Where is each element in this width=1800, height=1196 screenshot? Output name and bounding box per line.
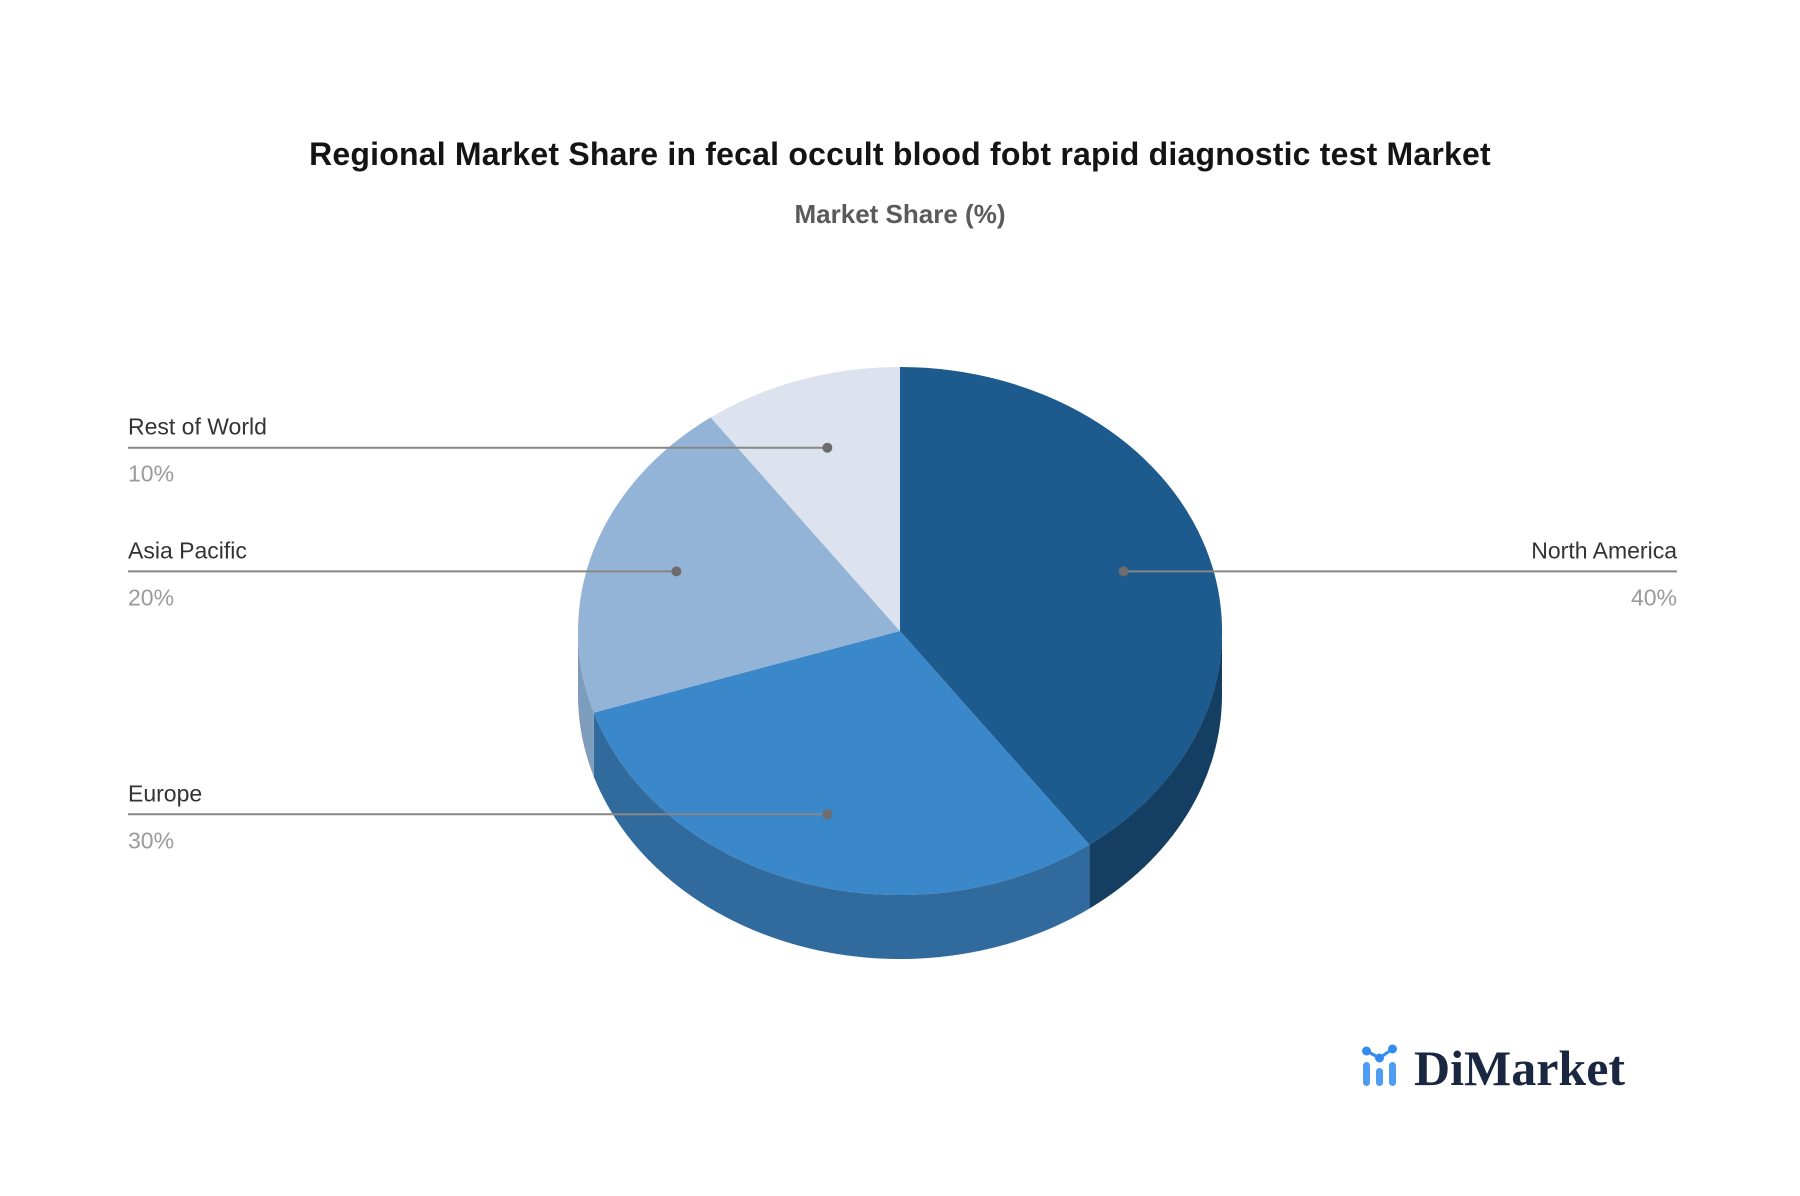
callout-dot-north-america — [1118, 566, 1129, 577]
pie-slice-side-asia-pacific — [578, 631, 594, 777]
logo-wordmark: DiMarket — [1414, 1040, 1626, 1096]
pie-slice-side-europe — [593, 712, 1090, 960]
dimarket-logo: DiMarket — [1354, 1040, 1626, 1096]
slice-percent-rest-of-world: 10% — [128, 461, 174, 487]
pie-slice-north-america[interactable] — [900, 366, 1223, 845]
callout-dot-rest-of-world — [822, 442, 833, 453]
pie-slice-side-north-america — [1089, 631, 1222, 909]
slice-label-north-america: North America — [1531, 537, 1677, 563]
slice-percent-asia-pacific: 20% — [128, 584, 174, 610]
pie-slice-asia-pacific[interactable] — [578, 417, 900, 713]
callout-dot-asia-pacific — [671, 566, 682, 577]
chart-subtitle: Market Share (%) — [794, 199, 1006, 229]
chart-title: Regional Market Share in fecal occult bl… — [309, 136, 1491, 172]
pie-slice-rest-of-world[interactable] — [710, 367, 900, 631]
pie-slice-europe[interactable] — [593, 631, 1090, 896]
callout-dot-europe — [822, 809, 833, 820]
slice-label-rest-of-world: Rest of World — [128, 414, 267, 440]
slice-label-asia-pacific: Asia Pacific — [128, 537, 247, 563]
slice-percent-europe: 30% — [128, 827, 174, 853]
bar-line-chart-icon — [1362, 1044, 1397, 1086]
slice-percent-north-america: 40% — [1631, 584, 1677, 610]
slice-label-europe: Europe — [128, 780, 202, 806]
